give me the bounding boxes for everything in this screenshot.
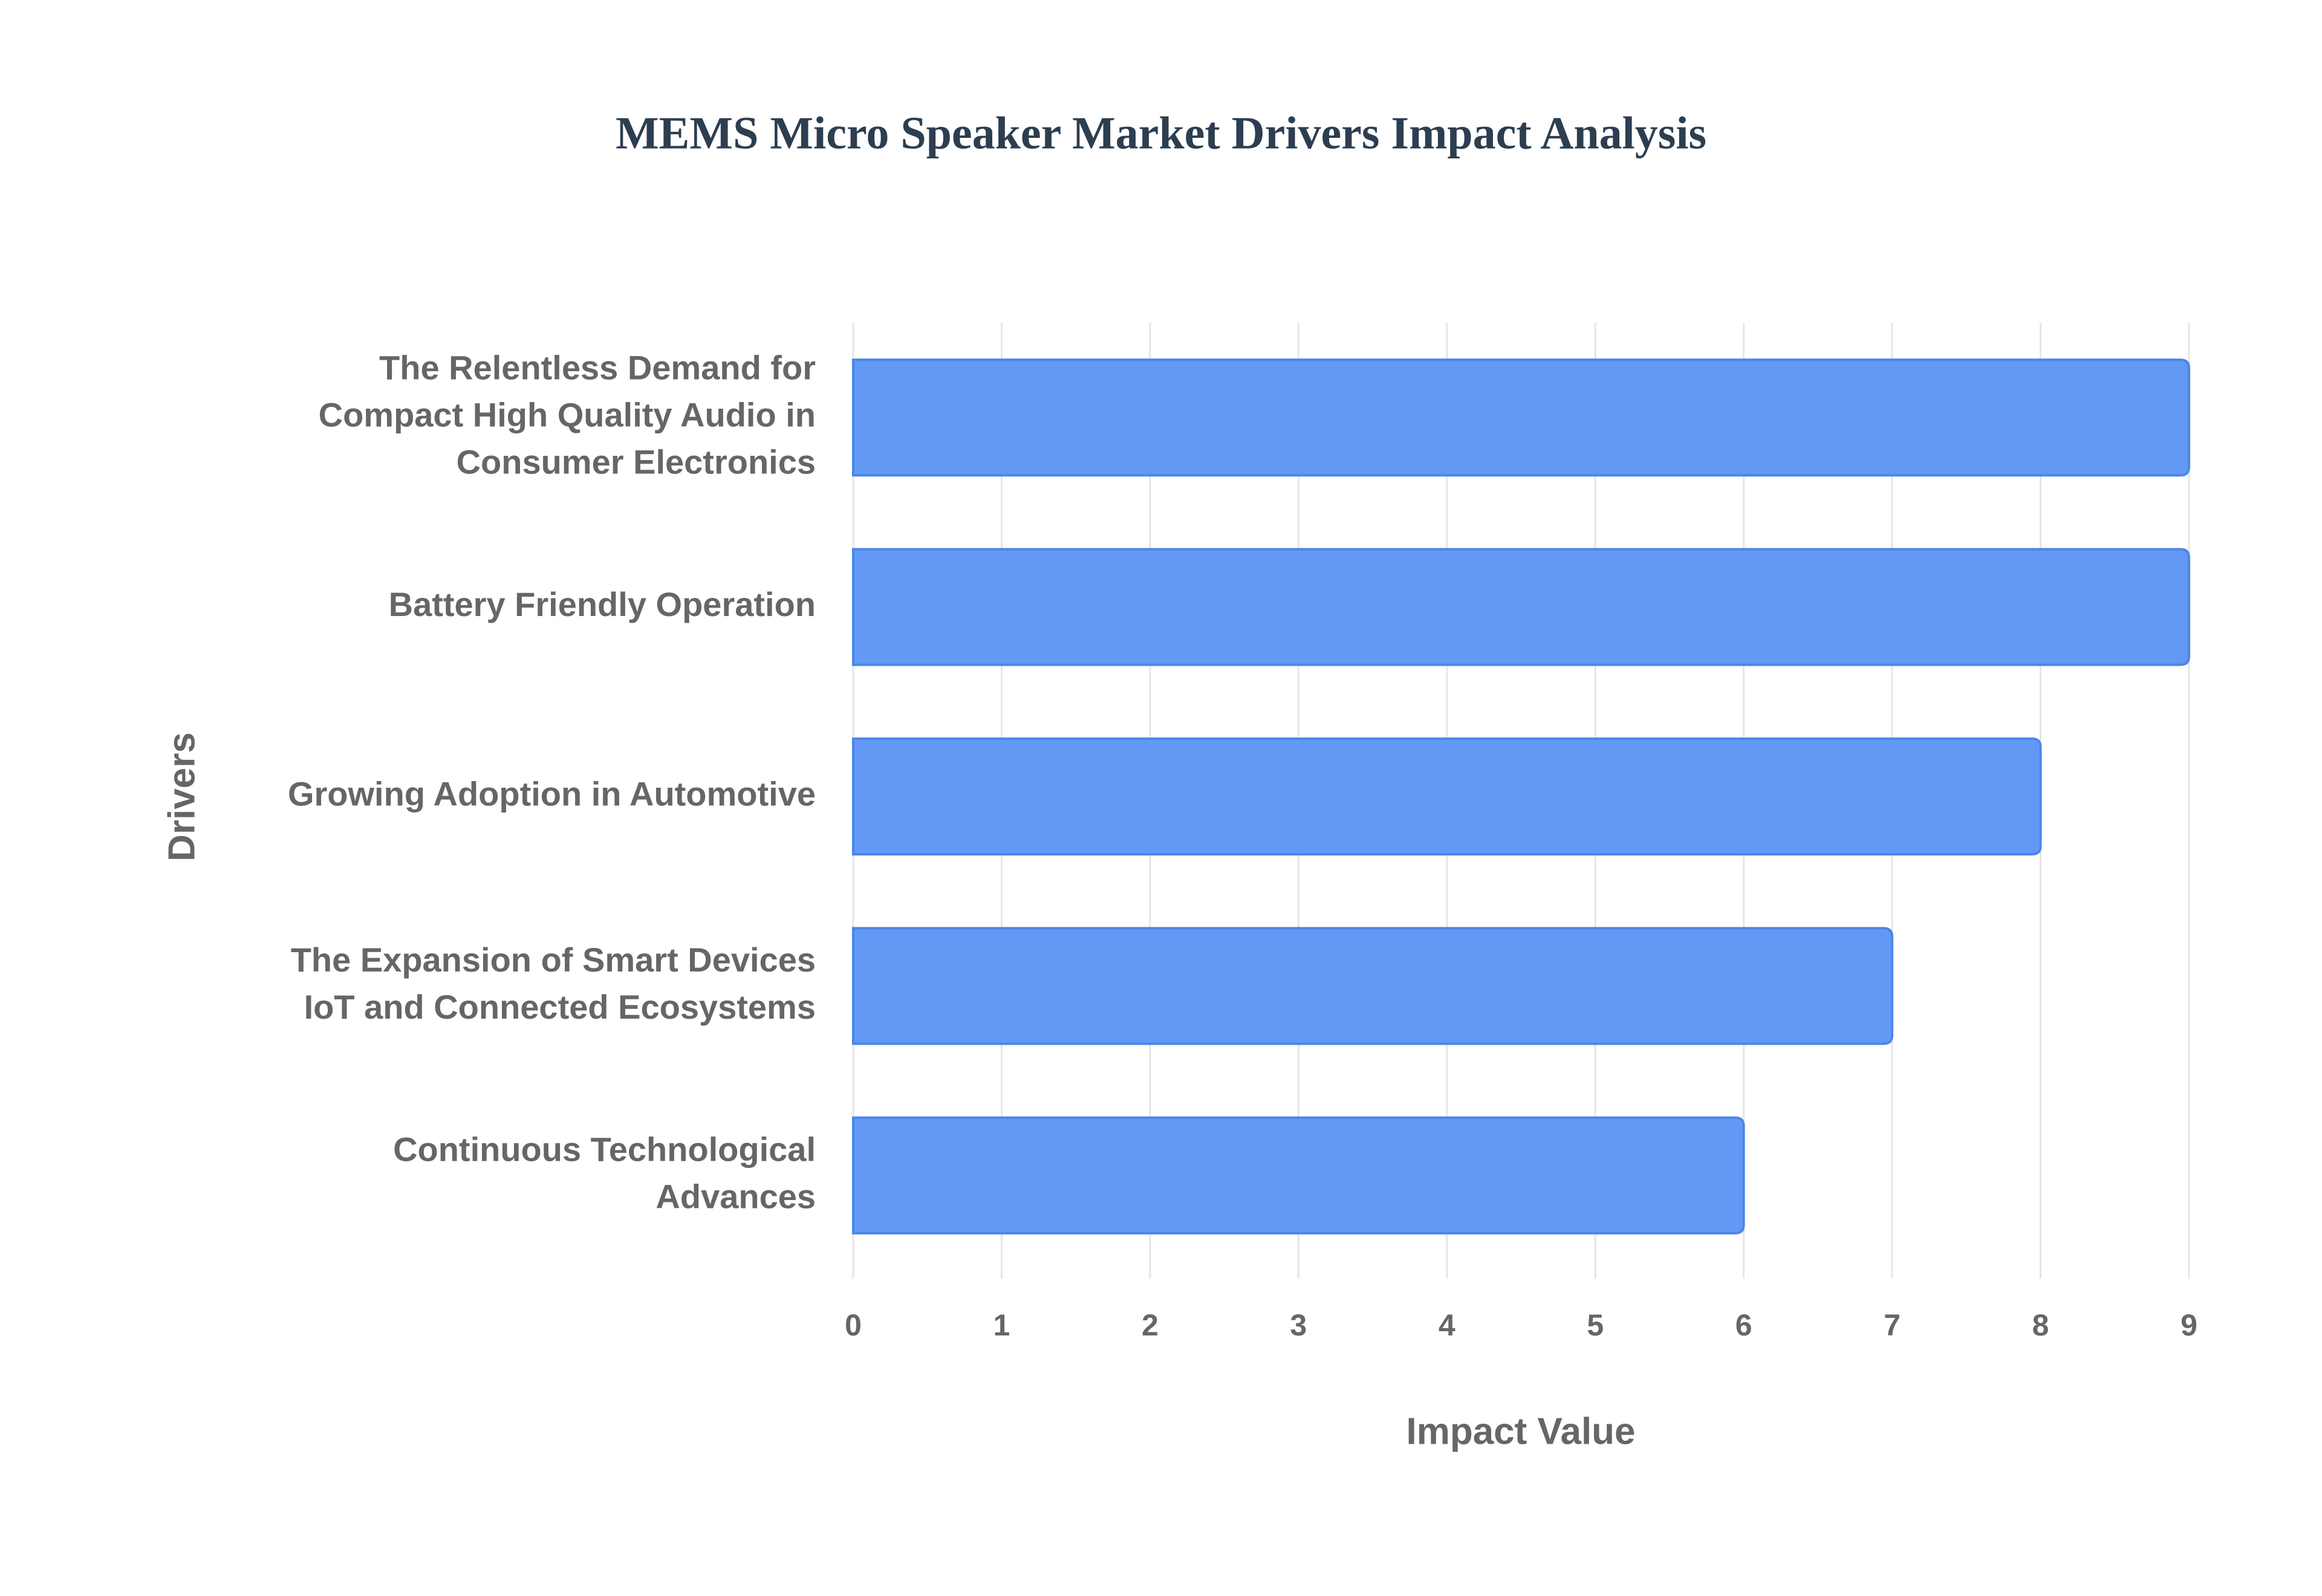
x-tick-label: 2 bbox=[1142, 1308, 1159, 1342]
label-line: Consumer Electronics bbox=[457, 443, 816, 481]
x-tick-label: 8 bbox=[2032, 1308, 2049, 1342]
label-line: The Relentless Demand for bbox=[379, 348, 816, 386]
bar bbox=[852, 1116, 1745, 1234]
x-tick-label: 5 bbox=[1587, 1308, 1604, 1342]
x-tick-label: 7 bbox=[1884, 1308, 1901, 1342]
x-tick-label: 0 bbox=[845, 1308, 862, 1342]
label-line: Continuous Technological bbox=[393, 1130, 816, 1168]
x-tick-label: 9 bbox=[2181, 1308, 2197, 1342]
bar bbox=[852, 358, 2190, 477]
bar bbox=[852, 927, 1894, 1045]
label-line: Battery Friendly Operation bbox=[389, 585, 816, 623]
label-line: Compact High Quality Audio in bbox=[319, 395, 816, 433]
y-tick-label: The Expansion of Smart Devices IoT and Co… bbox=[291, 941, 816, 1026]
x-tick-label: 6 bbox=[1735, 1308, 1752, 1342]
label-line: The Expansion of Smart Devices bbox=[291, 941, 816, 979]
label-line: Growing Adoption in Automotive bbox=[288, 774, 816, 813]
label-line: Advances bbox=[655, 1177, 816, 1215]
y-tick-label: Continuous Technological Advances bbox=[393, 1130, 816, 1215]
x-tick-label: 1 bbox=[994, 1308, 1010, 1342]
label-line: IoT and Connected Ecosystems bbox=[304, 988, 816, 1026]
x-tick-label: 3 bbox=[1290, 1308, 1307, 1342]
y-tick-label: The Relentless Demand for Compact High Qu… bbox=[319, 348, 816, 481]
bar bbox=[852, 737, 2042, 856]
y-tick-label: Growing Adoption in Automotive bbox=[288, 774, 816, 813]
y-tick-label: Battery Friendly Operation bbox=[389, 585, 816, 623]
bar bbox=[852, 548, 2190, 666]
y-axis-title: Drivers bbox=[161, 732, 203, 861]
x-tick-label: 4 bbox=[1439, 1308, 1455, 1342]
chart-title: MEMS Micro Speaker Market Drivers Impact… bbox=[616, 108, 1706, 158]
x-axis-title: Impact Value bbox=[1406, 1410, 1635, 1452]
